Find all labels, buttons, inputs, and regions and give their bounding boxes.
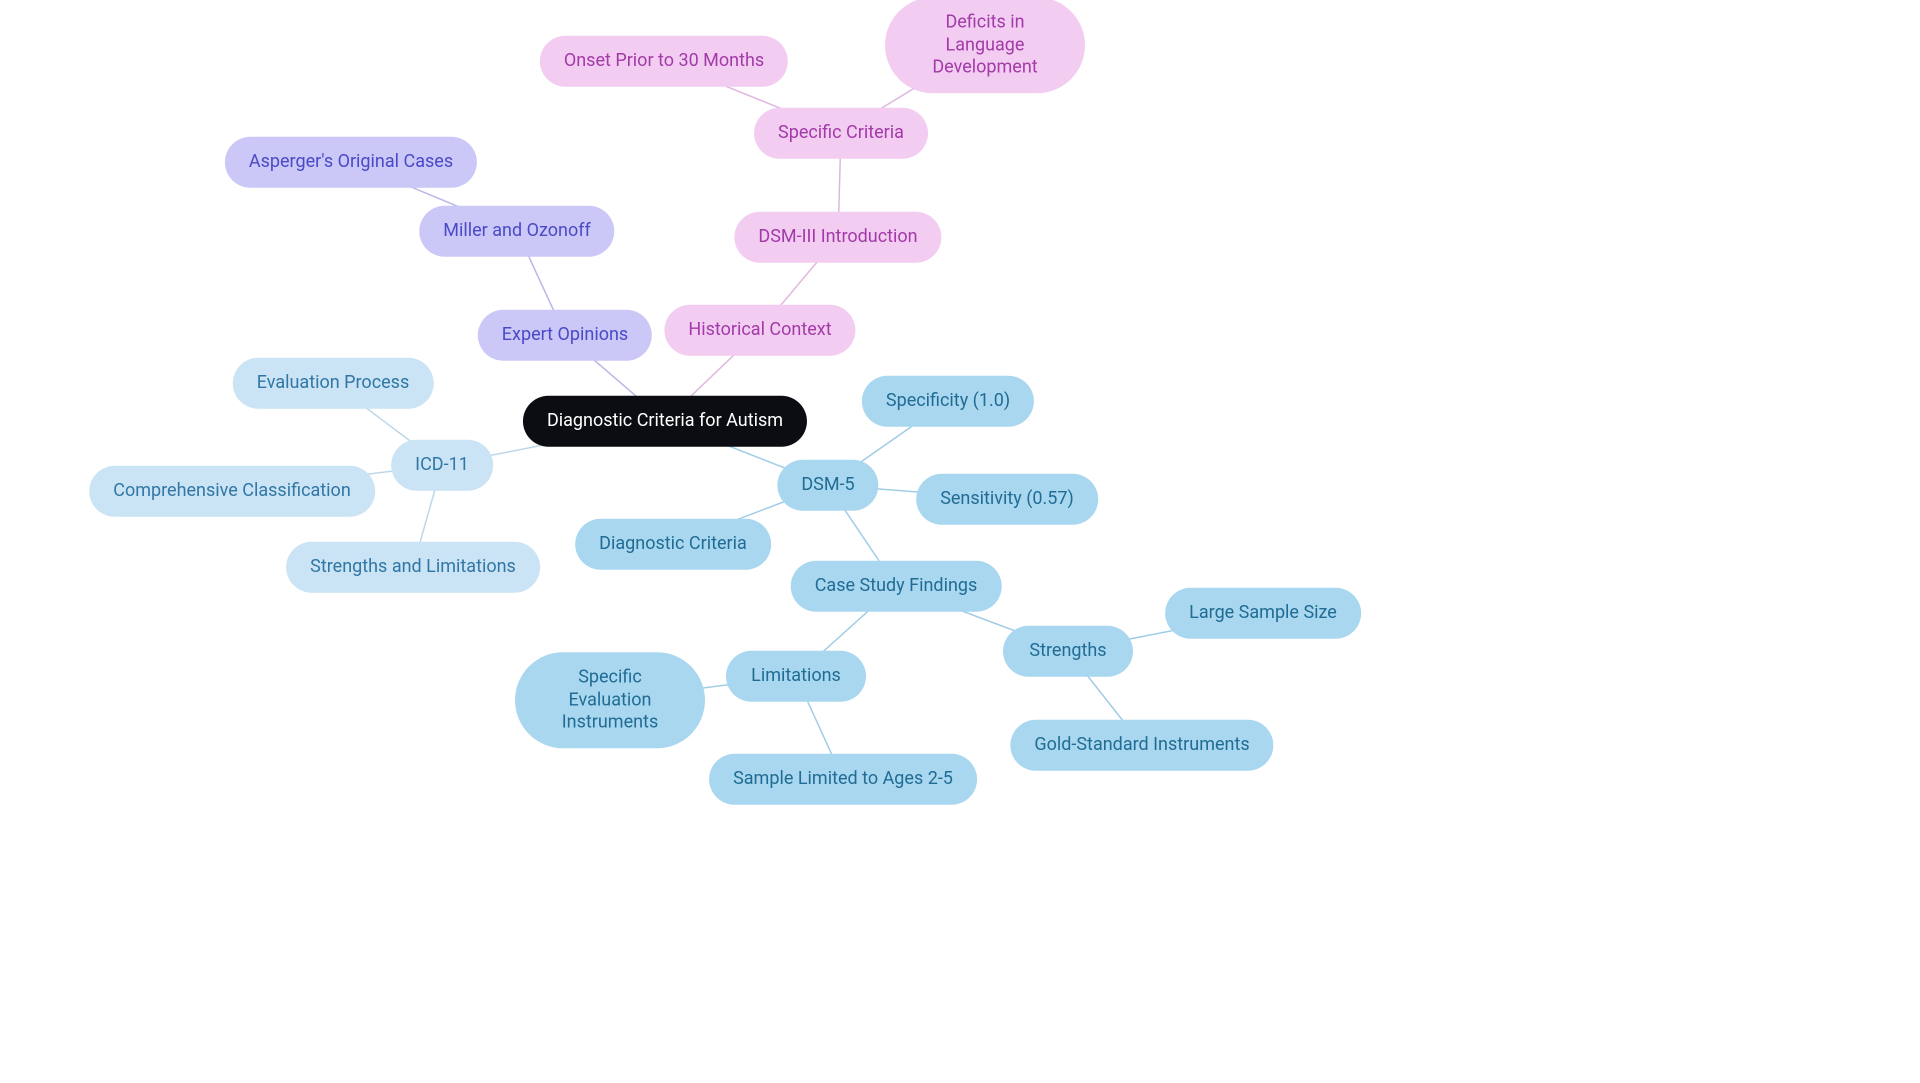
node-mil[interactable]: Miller and Ozonoff — [419, 206, 614, 257]
node-gold[interactable]: Gold-Standard Instruments — [1010, 720, 1273, 771]
node-asp[interactable]: Asperger's Original Cases — [225, 137, 477, 188]
node-lim[interactable]: Limitations — [726, 651, 866, 702]
node-hist[interactable]: Historical Context — [664, 305, 855, 356]
node-icd[interactable]: ICD-11 — [391, 440, 493, 491]
node-samp[interactable]: Sample Limited to Ages 2-5 — [709, 754, 977, 805]
node-spec10[interactable]: Specificity (1.0) — [862, 376, 1034, 427]
node-seval[interactable]: Specific Evaluation Instruments — [515, 652, 705, 748]
node-def[interactable]: Deficits in Language Development — [885, 0, 1085, 93]
node-comp[interactable]: Comprehensive Classification — [89, 466, 375, 517]
node-exp[interactable]: Expert Opinions — [478, 310, 652, 361]
node-spec[interactable]: Specific Criteria — [754, 108, 928, 159]
node-case[interactable]: Case Study Findings — [791, 561, 1002, 612]
node-sl[interactable]: Strengths and Limitations — [286, 542, 540, 593]
node-diag[interactable]: Diagnostic Criteria — [575, 519, 771, 570]
node-root[interactable]: Diagnostic Criteria for Autism — [523, 396, 807, 447]
node-onset[interactable]: Onset Prior to 30 Months — [540, 36, 788, 87]
node-large[interactable]: Large Sample Size — [1165, 588, 1361, 639]
node-dsm3[interactable]: DSM-III Introduction — [734, 212, 941, 263]
mindmap-canvas: Diagnostic Criteria for Autism Historical… — [0, 0, 1920, 1083]
node-eval[interactable]: Evaluation Process — [233, 358, 434, 409]
node-dsm5[interactable]: DSM-5 — [777, 460, 878, 511]
node-str[interactable]: Strengths — [1003, 626, 1133, 677]
node-sens[interactable]: Sensitivity (0.57) — [916, 474, 1098, 525]
